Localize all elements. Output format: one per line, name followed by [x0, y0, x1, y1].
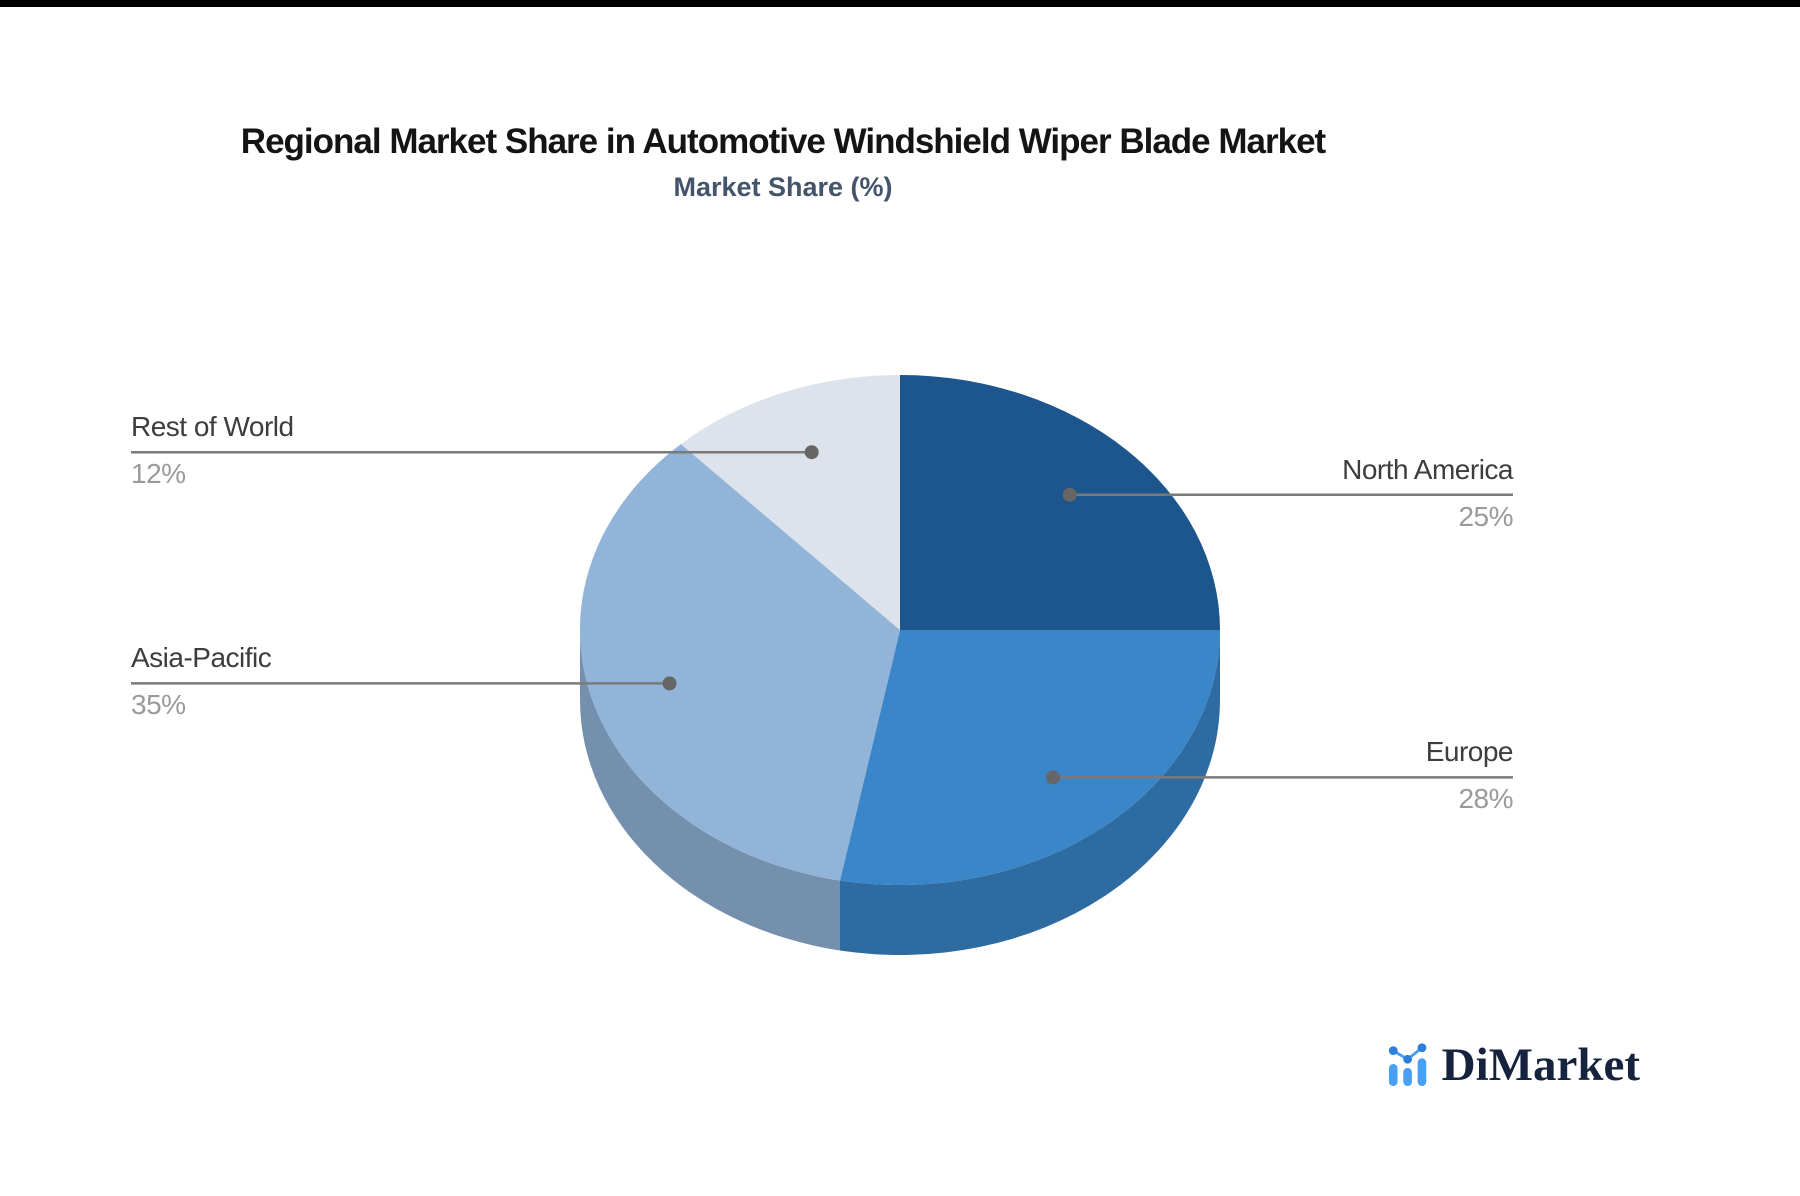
callout-asia-pacific: Asia-Pacific 35% [131, 641, 272, 721]
pie-slice-side-europe [840, 630, 1220, 956]
dimarket-wordmark: DiMarket [1441, 1039, 1640, 1091]
leader-dot-north-america [1062, 487, 1077, 502]
slice-percent: 25% [1458, 500, 1513, 532]
pie-slice-side-asia-pacific [579, 630, 840, 951]
pie-slice-rest-of-world[interactable] [680, 375, 900, 630]
top-edge [0, 0, 1800, 7]
callout-europe: Europe 28% [1425, 735, 1514, 815]
slice-label: Europe [1425, 736, 1514, 768]
leader-dot-europe [1046, 770, 1060, 785]
slice-label: Asia-Pacific [131, 642, 272, 674]
slice-percent: 35% [131, 689, 186, 721]
slice-percent: 12% [131, 458, 186, 490]
pie-slice-asia-pacific[interactable] [579, 444, 900, 881]
slice-label: North America [1342, 453, 1513, 485]
leader-dot-rest-of-world [804, 445, 819, 460]
pie-slice-north-america[interactable] [900, 375, 1220, 630]
dimarket-logo: DiMarket [1388, 1039, 1640, 1091]
pie-slice-europe[interactable] [840, 630, 1220, 886]
slice-percent: 28% [1458, 783, 1513, 815]
page-subtitle: Market Share (%) [673, 172, 893, 202]
bar-line-chart-icon [1388, 1043, 1426, 1087]
page-title: Regional Market Share in Automotive Wind… [240, 122, 1326, 161]
slice-label: Rest of World [131, 411, 294, 443]
leader-dot-asia-pacific [662, 676, 677, 691]
callout-rest-of-world: Rest of World 12% [131, 410, 294, 488]
callout-north-america: North America 25% [1342, 453, 1513, 531]
